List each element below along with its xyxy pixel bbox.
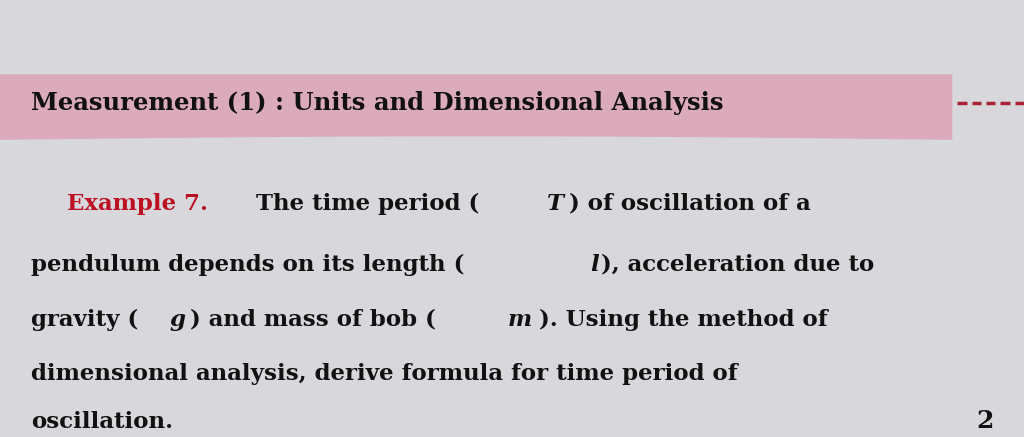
Text: gravity (: gravity ( [31, 309, 138, 330]
Text: m: m [507, 309, 531, 330]
Text: T: T [547, 193, 564, 215]
Text: pendulum depends on its length (: pendulum depends on its length ( [31, 254, 464, 276]
Text: dimensional analysis, derive formula for time period of: dimensional analysis, derive formula for… [31, 363, 737, 385]
Text: ) of oscillation of a: ) of oscillation of a [569, 193, 811, 215]
Text: ), acceleration due to: ), acceleration due to [601, 254, 874, 276]
Text: ) and mass of bob (: ) and mass of bob ( [189, 309, 436, 330]
Polygon shape [0, 74, 952, 140]
Text: g: g [169, 309, 185, 330]
Text: Measurement (1) : Units and Dimensional Analysis: Measurement (1) : Units and Dimensional … [31, 91, 723, 114]
Text: 2: 2 [976, 409, 993, 433]
Text: l: l [590, 254, 599, 276]
Text: ). Using the method of: ). Using the method of [539, 309, 827, 330]
Text: The time period (: The time period ( [249, 193, 480, 215]
Text: oscillation.: oscillation. [31, 411, 173, 433]
Text: Example 7.: Example 7. [67, 193, 208, 215]
